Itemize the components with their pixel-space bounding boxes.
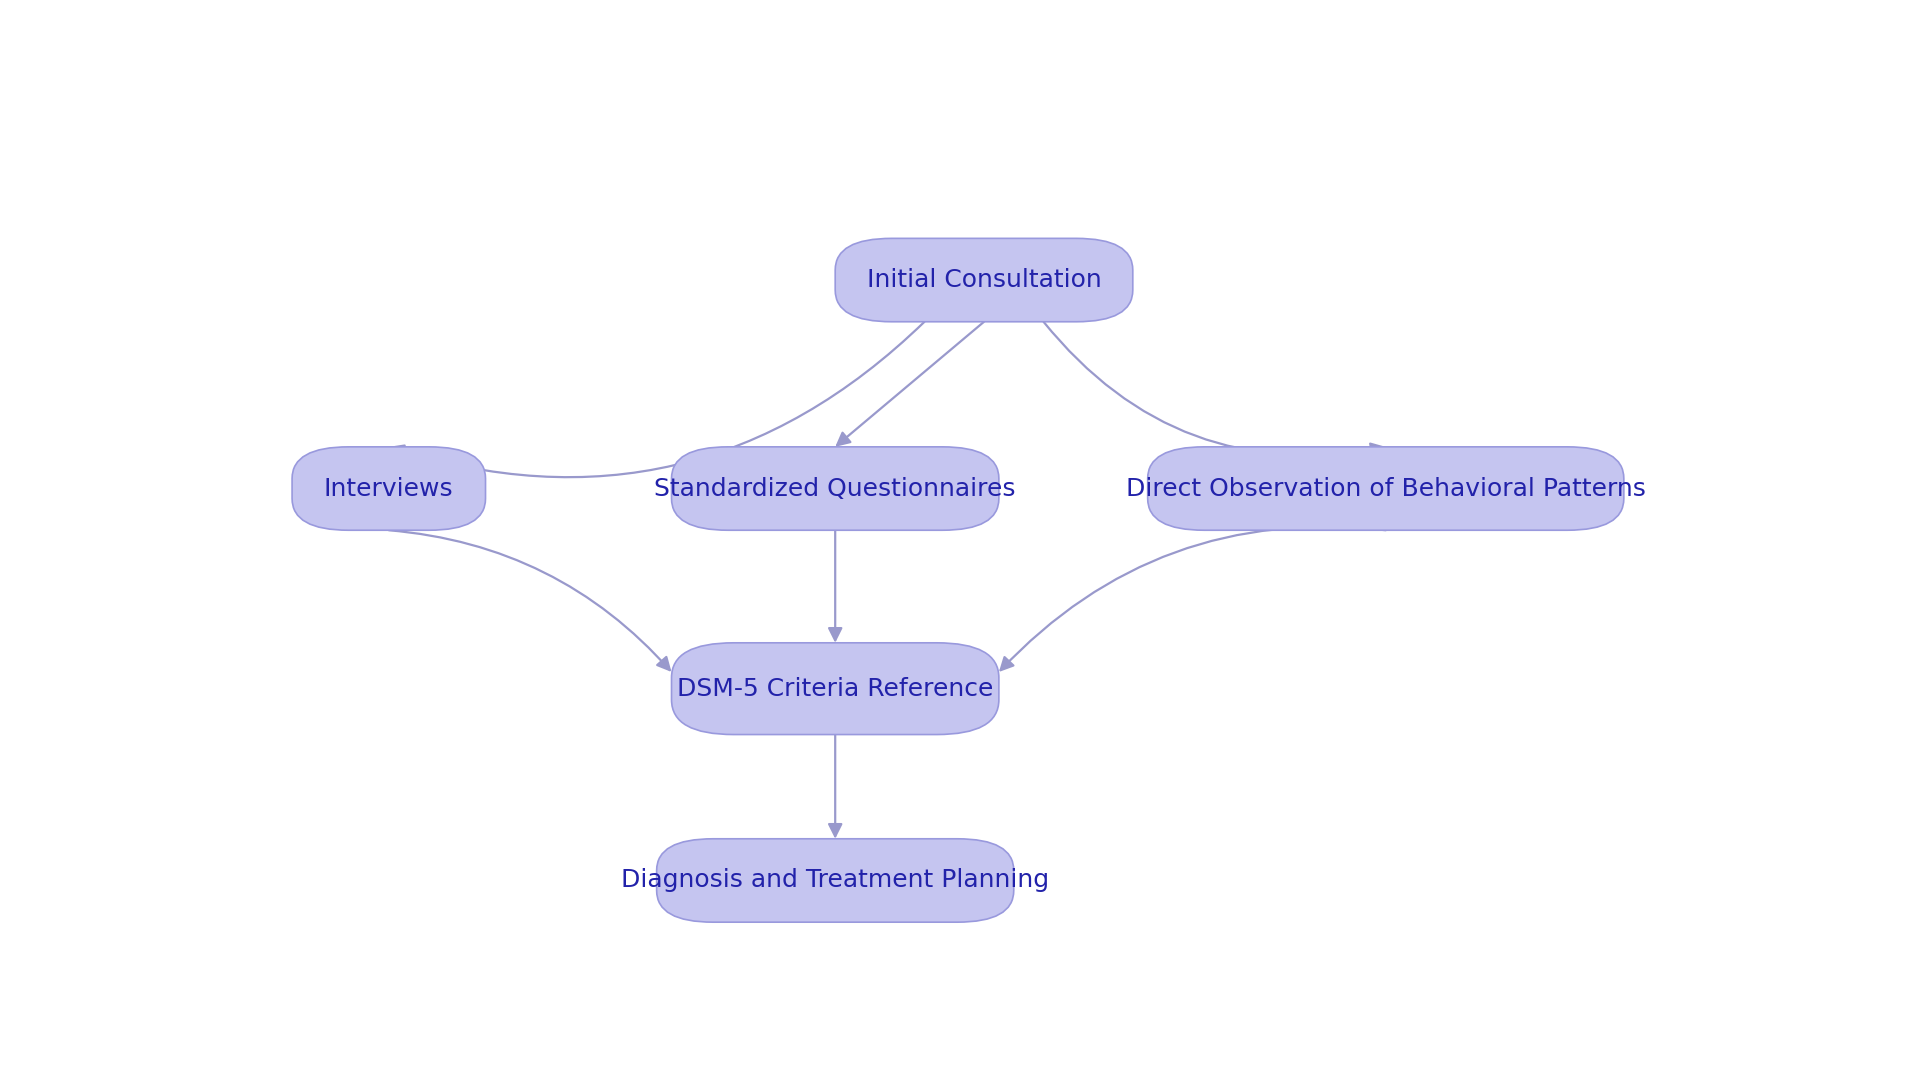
FancyBboxPatch shape bbox=[672, 447, 998, 531]
Text: Standardized Questionnaires: Standardized Questionnaires bbox=[655, 477, 1016, 500]
FancyBboxPatch shape bbox=[672, 643, 998, 734]
Text: Diagnosis and Treatment Planning: Diagnosis and Treatment Planning bbox=[622, 869, 1048, 892]
Text: Initial Consultation: Initial Consultation bbox=[866, 269, 1102, 292]
FancyBboxPatch shape bbox=[1148, 447, 1624, 531]
FancyBboxPatch shape bbox=[835, 238, 1133, 322]
FancyBboxPatch shape bbox=[657, 838, 1014, 923]
Text: Interviews: Interviews bbox=[324, 477, 453, 500]
Text: DSM-5 Criteria Reference: DSM-5 Criteria Reference bbox=[678, 677, 993, 701]
Text: Direct Observation of Behavioral Patterns: Direct Observation of Behavioral Pattern… bbox=[1125, 477, 1645, 500]
FancyBboxPatch shape bbox=[292, 447, 486, 531]
